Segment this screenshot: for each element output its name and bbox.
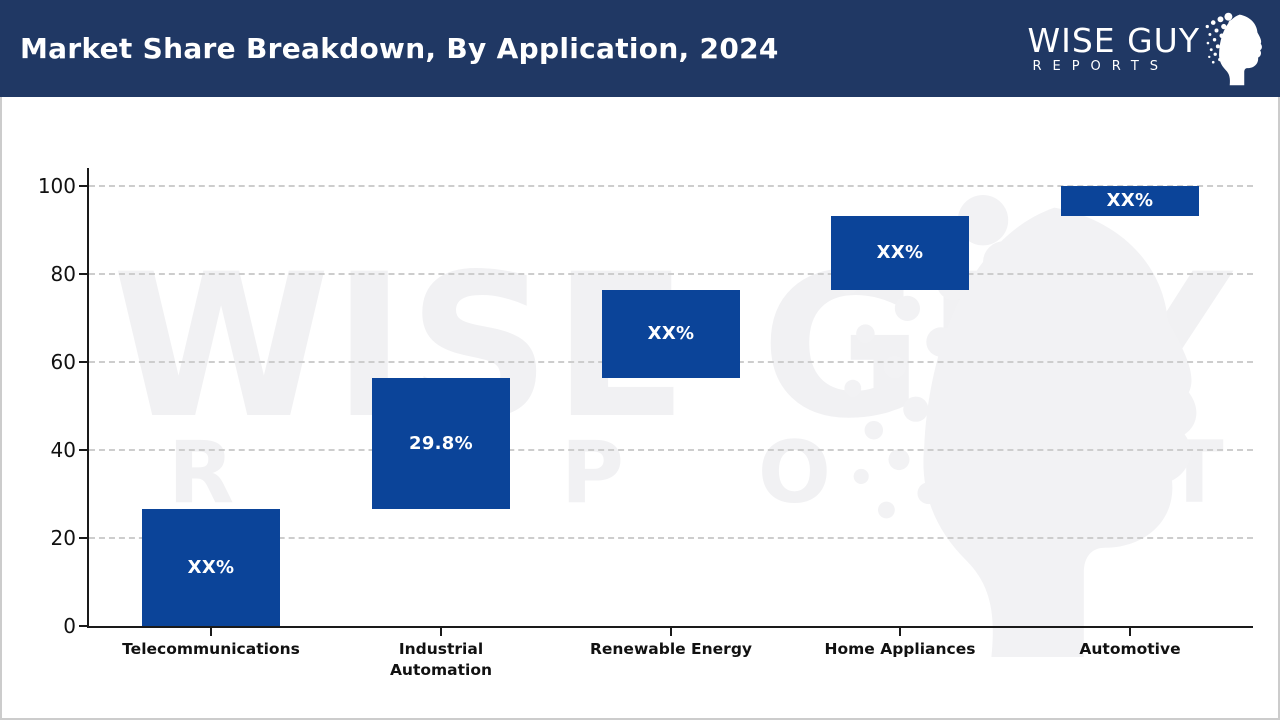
y-axis-label-60: 60 [50, 350, 76, 374]
bar-renewable-energy: XX% [602, 289, 740, 378]
logo-subtitle: REPORTS [1032, 59, 1170, 74]
bar-industrial-automation: 29.8% [372, 377, 510, 509]
gridline-40 [89, 449, 1253, 451]
gridline-100 [89, 185, 1253, 187]
x-tick-home-appliances [899, 628, 901, 636]
x-axis-line [87, 626, 1253, 628]
y-tick-40 [79, 449, 88, 451]
y-axis-line [87, 168, 89, 628]
y-tick-60 [79, 361, 88, 363]
x-tick-automotive [1129, 628, 1131, 636]
bar-home-appliances: XX% [831, 215, 969, 290]
bar-telecommunications: XX% [142, 508, 280, 626]
page-title: Market Share Breakdown, By Application, … [20, 32, 779, 65]
bar-value-label-industrial-automation: 29.8% [409, 432, 473, 454]
logo-text: WISE GUY REPORTS [1027, 24, 1200, 73]
y-axis-label-20: 20 [50, 526, 76, 550]
logo-wordmark: WISE GUY [1027, 21, 1200, 60]
gridline-20 [89, 537, 1253, 539]
x-tick-telecommunications [210, 628, 212, 636]
y-tick-20 [79, 537, 88, 539]
bar-value-label-renewable-energy: XX% [647, 323, 695, 345]
wiseguy-logo: WISE GUY REPORTS [1027, 11, 1268, 87]
x-axis-label-automotive: Automotive [1079, 640, 1181, 658]
wiseguy-face-icon [1205, 12, 1262, 85]
header-bar: Market Share Breakdown, By Application, … [0, 0, 1280, 97]
x-tick-industrial-automation [440, 628, 442, 636]
x-axis-label-telecommunications: Telecommunications [122, 640, 300, 658]
bar-value-label-home-appliances: XX% [876, 242, 924, 264]
y-tick-100 [79, 185, 88, 187]
bar-automotive: XX% [1061, 186, 1199, 216]
y-tick-80 [79, 273, 88, 275]
gridline-80 [89, 273, 1253, 275]
x-tick-renewable-energy [670, 628, 672, 636]
bar-value-label-automotive: XX% [1106, 190, 1154, 212]
x-axis-label-renewable-energy: Renewable Energy [589, 640, 753, 658]
x-axis-label-industrial-automation: Industrial Automation [389, 640, 493, 680]
x-axis-label-home-appliances: Home Appliances [824, 640, 976, 658]
y-axis-label-80: 80 [50, 262, 76, 286]
y-axis-label-100: 100 [37, 174, 76, 198]
y-axis-label-0: 0 [63, 614, 76, 638]
y-axis-label-40: 40 [50, 438, 76, 462]
y-tick-0 [79, 625, 88, 627]
bar-value-label-telecommunications: XX% [187, 556, 235, 578]
